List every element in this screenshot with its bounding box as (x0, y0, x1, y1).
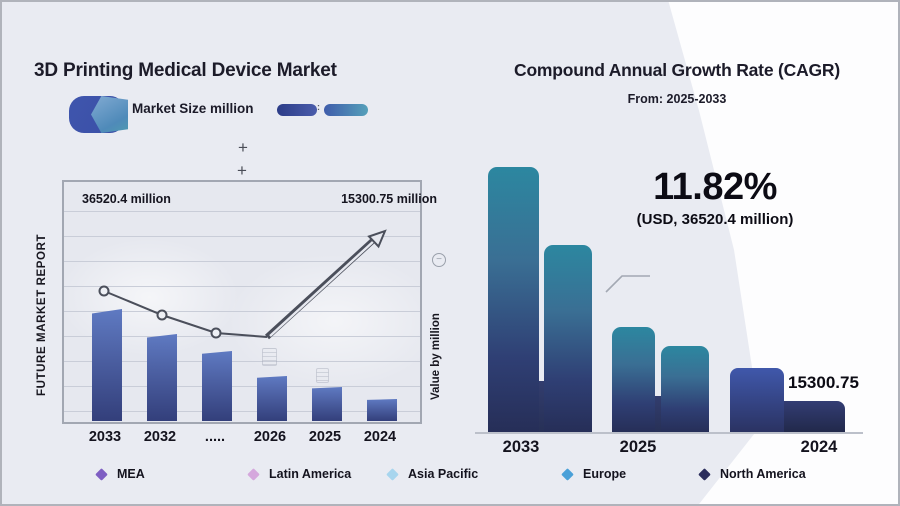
legend-label: MEA (117, 467, 145, 481)
cagr-block: 11.82% (USD, 36520.4 million) (595, 166, 835, 228)
legend-item-latin-america: Latin America (247, 464, 352, 484)
pill-separator: : (317, 102, 320, 112)
bar-2033-2 (544, 245, 592, 433)
bar-2025-2 (661, 346, 709, 433)
gridlines (64, 211, 420, 419)
right-xaxis-label-2024: 2024 (800, 438, 838, 456)
start-value-annotation: 36520.4 million (82, 192, 171, 206)
legend-item-asia-pacific: Asia Pacific (386, 464, 479, 484)
bar-merge (655, 396, 661, 433)
right-xaxis-label-2025: 2025 (619, 438, 657, 456)
diamond-icon (561, 467, 574, 481)
right-axis-line (475, 432, 863, 434)
diamond-icon (247, 467, 260, 481)
right-chart-subtitle: From: 2025-2033 (627, 92, 727, 106)
bar-2024-1 (730, 368, 784, 433)
left-chart-panel: 36520.4 million 15300.75 million (62, 180, 437, 424)
cagr-note: (USD, 36520.4 million) (636, 211, 794, 228)
right-value-annotation: 15300.75 (788, 373, 859, 392)
xaxis-label-2024: 2024 (363, 429, 397, 445)
diamond-icon (698, 467, 711, 481)
legend-item-europe: Europe (561, 464, 627, 484)
bar-2024-2 (784, 401, 845, 433)
bar-2025-1 (612, 327, 655, 433)
legend-label: Latin America (269, 467, 352, 481)
minus-circle-icon: − (432, 253, 446, 267)
left-xaxis-labels: 2033 2032..... 2026 2025 2024 (62, 429, 422, 449)
legend-label: Asia Pacific (408, 467, 479, 481)
hexagon-icon (91, 96, 128, 133)
plus-icon: + (238, 138, 248, 157)
bar-2033 (92, 309, 122, 421)
ghost-clipboard-icon (316, 368, 329, 383)
xaxis-label-.....: ..... (204, 429, 226, 445)
series-label: Market Size million (132, 101, 254, 116)
legend-item-mea: MEA (95, 464, 145, 484)
diamond-icon (386, 467, 399, 481)
bar-merge (539, 381, 544, 433)
xaxis-label-2026: 2026 (253, 429, 287, 445)
bar-2033-1 (488, 167, 539, 433)
watermark-label: FUTURE MARKET REPORT (36, 233, 48, 397)
bar-2024 (367, 399, 397, 421)
market-size-icon (69, 96, 128, 133)
corner-bracket-decoration (605, 275, 650, 293)
right-xaxis-label-2033: 2033 (502, 438, 540, 456)
right-chart-title: Compound Annual Growth Rate (CAGR) (514, 60, 840, 80)
legend-label: Europe (583, 467, 627, 481)
legend-pill-dark (277, 104, 317, 116)
legend-label: North America (720, 467, 806, 481)
bar-..... (202, 351, 232, 421)
value-axis-label: Value by million (430, 313, 442, 401)
plus-icon: + (237, 161, 247, 180)
legend-item-north-america: North America (698, 464, 806, 484)
legend-pill-teal (324, 104, 368, 116)
cagr-value: 11.82% (653, 166, 777, 208)
bar-2026 (257, 376, 287, 421)
left-chart-title: 3D Printing Medical Device Market (34, 60, 337, 81)
diamond-icon (95, 467, 108, 481)
end-value-annotation: 15300.75 million (341, 192, 437, 206)
trend-line-with-arrow (98, 229, 387, 340)
ghost-clipboard-icon (262, 348, 277, 366)
xaxis-label-2033: 2033 (88, 429, 122, 445)
bar-2025 (312, 387, 342, 421)
xaxis-label-2025: 2025 (308, 429, 342, 445)
bar-2032 (147, 334, 177, 421)
xaxis-label-2032: 2032 (143, 429, 177, 445)
